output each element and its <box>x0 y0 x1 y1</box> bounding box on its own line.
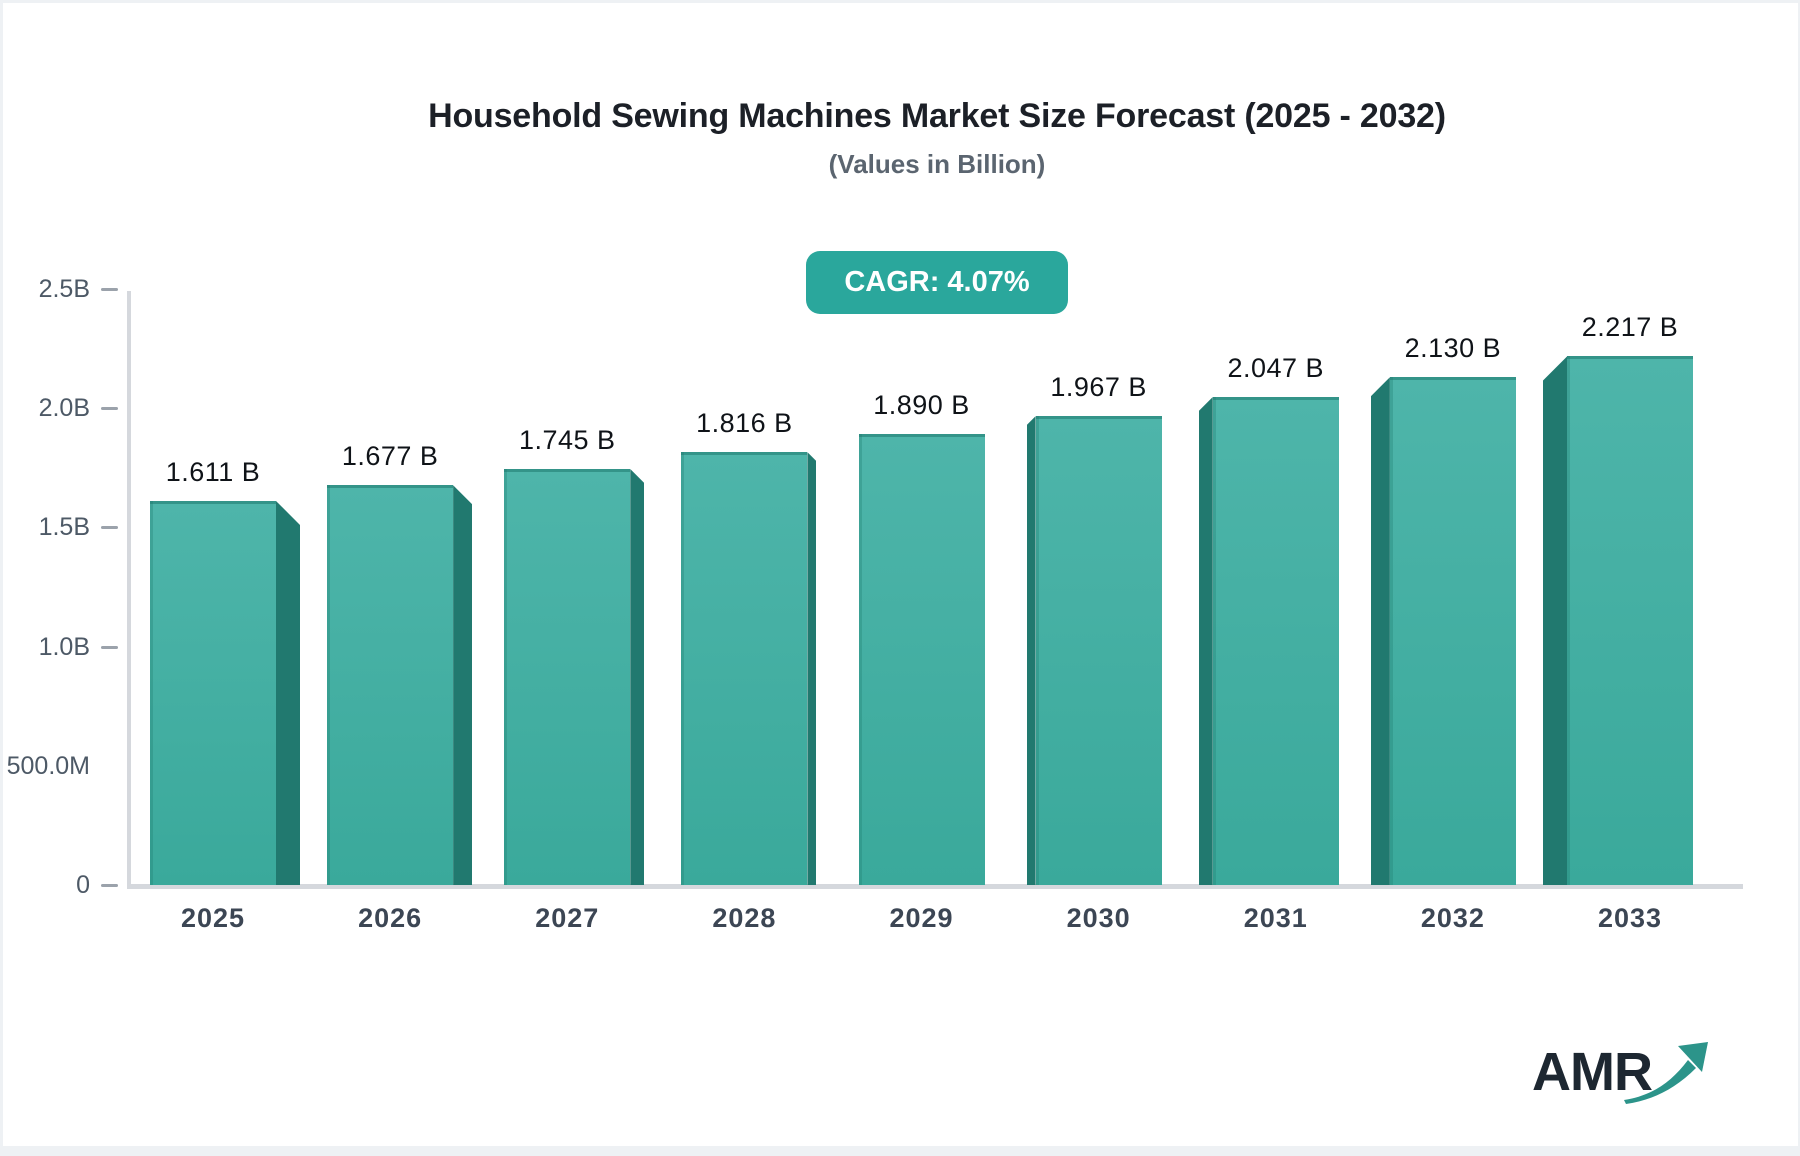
bar-2030 <box>1026 416 1162 885</box>
bar-2026 <box>327 485 473 885</box>
x-tick-label-2025: 2025 <box>180 903 246 933</box>
y-tick-label: 0 <box>76 871 90 899</box>
x-tick-label-2026: 2026 <box>358 903 423 933</box>
bar-2028 <box>681 452 817 885</box>
amr-logo-text: AMR <box>1532 1042 1652 1102</box>
x-tick-label-2030: 2030 <box>1066 903 1131 933</box>
y-tick-label: 2.0B <box>38 394 90 423</box>
bar-value-label: 1.745 B <box>518 424 616 455</box>
bar-3d-side <box>1198 396 1213 885</box>
y-tick-dash <box>101 288 118 291</box>
bar-value-label: 1.611 B <box>165 456 261 487</box>
y-tick-dash <box>101 645 118 649</box>
bar-face <box>1567 356 1693 885</box>
y-tick-dash <box>101 526 118 530</box>
bar-2031 <box>1198 396 1339 885</box>
x-tick-label-2027: 2027 <box>535 903 600 933</box>
bar-3d-side <box>630 468 645 885</box>
x-tick-label-2031: 2031 <box>1243 903 1308 933</box>
bar-2027 <box>504 468 645 885</box>
bar-value-label: 2.130 B <box>1404 333 1502 364</box>
bar-face <box>504 468 631 885</box>
cagr-badge-row: CAGR: 4.07% <box>131 251 1743 314</box>
bar-face <box>681 452 808 885</box>
x-tick-label-2029: 2029 <box>889 903 954 933</box>
bar-face <box>858 434 985 885</box>
y-tick-label: 1.5B <box>38 513 90 542</box>
bar-3d-side <box>453 485 473 885</box>
x-tick-label-2033: 2033 <box>1597 903 1663 933</box>
bar-3d-side <box>1543 356 1567 885</box>
y-tick-label: 1.0B <box>38 632 90 661</box>
bar-value-label: 2.217 B <box>1581 312 1679 343</box>
bar-face <box>1212 396 1339 885</box>
y-tick-label: 500.0M <box>6 751 90 780</box>
bar-3d-side <box>276 500 300 885</box>
logo-arrow-icon <box>1624 1042 1708 1104</box>
x-tick-label-2032: 2032 <box>1420 903 1485 933</box>
y-tick-dash <box>101 884 118 887</box>
bar-3d-side <box>1370 377 1390 885</box>
bar-2033 <box>1543 356 1693 885</box>
bar-value-label: 1.967 B <box>1050 372 1147 403</box>
bar-3d-side <box>1026 416 1036 885</box>
amr-logo: AMR <box>1532 1042 1708 1104</box>
y-tick-dash <box>101 407 118 411</box>
y-axis-line <box>127 291 131 885</box>
bar-face <box>1389 377 1516 885</box>
bar-value-label: 1.890 B <box>873 390 970 421</box>
bar-value-label: 1.677 B <box>341 441 439 472</box>
bar-face <box>327 485 454 885</box>
bar-3d-side <box>807 452 817 885</box>
bar-value-label: 2.047 B <box>1227 352 1325 383</box>
x-tick-label-2028: 2028 <box>712 903 777 933</box>
bar-face <box>150 500 276 885</box>
cagr-badge: CAGR: 4.07% <box>806 251 1068 314</box>
bar-face <box>1035 416 1162 885</box>
bar-2025 <box>150 500 300 885</box>
chart-title: Household Sewing Machines Market Size Fo… <box>428 97 1446 135</box>
bar-value-label: 1.816 B <box>696 408 793 439</box>
bar-2032 <box>1370 377 1516 885</box>
chart-subtitle: (Values in Billion) <box>828 149 1046 179</box>
bar-2029 <box>858 434 985 885</box>
y-tick-label: 2.5B <box>38 275 90 303</box>
x-axis-line <box>127 884 1743 889</box>
